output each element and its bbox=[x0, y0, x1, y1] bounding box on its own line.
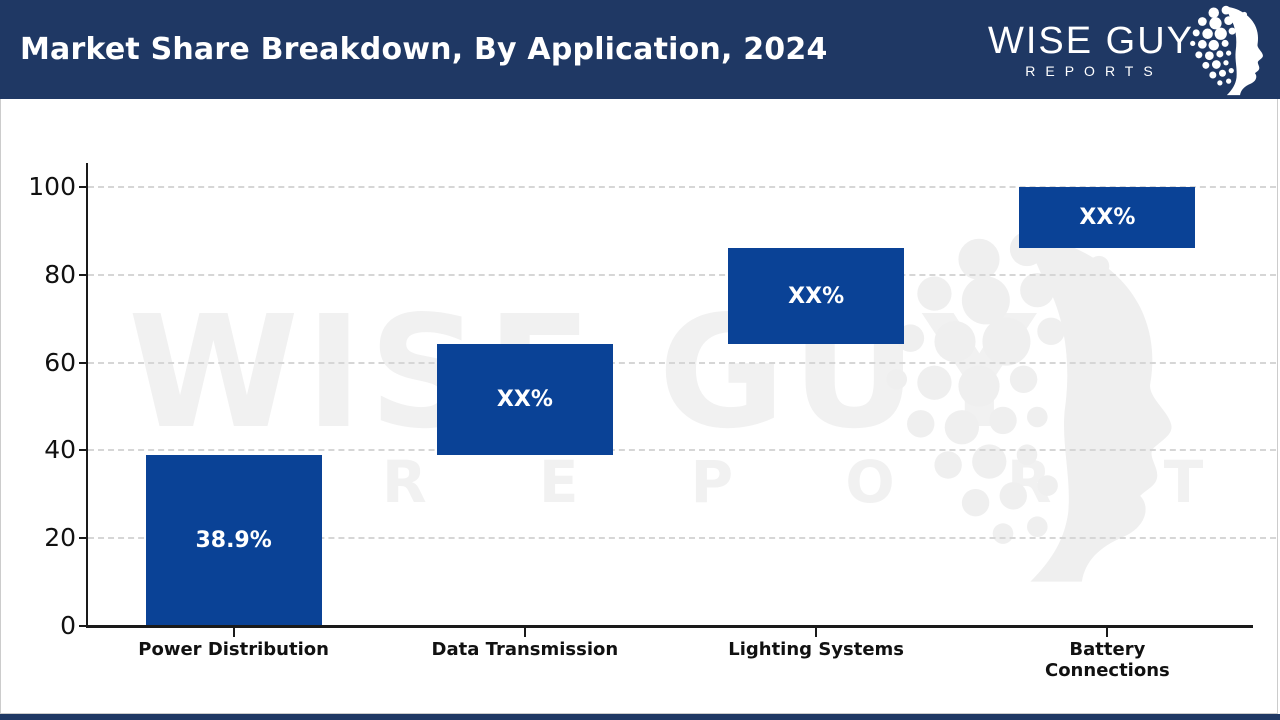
brand-logo: WISE GUY REPORTS bbox=[988, 4, 1280, 96]
watermark-head-icon bbox=[862, 225, 1192, 585]
page-title: Market Share Breakdown, By Application, … bbox=[20, 32, 828, 67]
header-bar: Market Share Breakdown, By Application, … bbox=[0, 0, 1280, 99]
brand-head-icon bbox=[1180, 4, 1272, 96]
footer-bar bbox=[0, 714, 1280, 720]
brand-logo-text: WISE GUY REPORTS bbox=[988, 21, 1194, 79]
brand-name: WISE GUY bbox=[987, 19, 1194, 62]
brand-subtitle: REPORTS bbox=[1025, 62, 1163, 79]
